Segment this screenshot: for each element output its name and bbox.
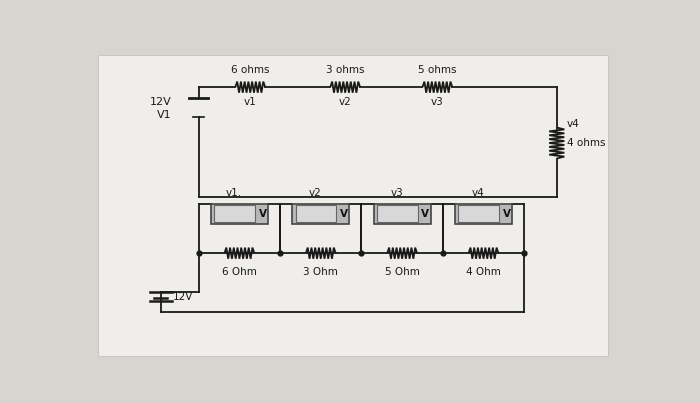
Text: v2: v2 bbox=[309, 188, 322, 198]
FancyBboxPatch shape bbox=[293, 204, 349, 224]
FancyBboxPatch shape bbox=[295, 206, 336, 222]
Text: 4 ohms: 4 ohms bbox=[566, 138, 605, 148]
Text: v3: v3 bbox=[431, 97, 444, 107]
Text: V: V bbox=[340, 209, 348, 218]
Text: v1: v1 bbox=[244, 97, 257, 107]
Text: 6 ohms: 6 ohms bbox=[231, 65, 270, 75]
Text: 3 ohms: 3 ohms bbox=[326, 65, 365, 75]
Text: V: V bbox=[258, 209, 267, 218]
Text: v4: v4 bbox=[472, 188, 484, 198]
Text: V: V bbox=[503, 209, 510, 218]
FancyBboxPatch shape bbox=[214, 206, 255, 222]
FancyBboxPatch shape bbox=[458, 206, 499, 222]
FancyBboxPatch shape bbox=[455, 204, 512, 224]
Text: 4 Ohm: 4 Ohm bbox=[466, 267, 501, 277]
Text: v1.: v1. bbox=[226, 188, 242, 198]
Text: 5 Ohm: 5 Ohm bbox=[385, 267, 419, 277]
FancyBboxPatch shape bbox=[98, 54, 608, 355]
FancyBboxPatch shape bbox=[211, 204, 268, 224]
Text: v3: v3 bbox=[391, 188, 403, 198]
Text: v4: v4 bbox=[566, 119, 580, 129]
Text: 3 Ohm: 3 Ohm bbox=[303, 267, 338, 277]
Text: 6 Ohm: 6 Ohm bbox=[222, 267, 257, 277]
Text: V1: V1 bbox=[157, 110, 172, 120]
FancyBboxPatch shape bbox=[377, 206, 418, 222]
Text: 12V: 12V bbox=[173, 292, 193, 301]
FancyBboxPatch shape bbox=[374, 204, 430, 224]
Text: V: V bbox=[421, 209, 429, 218]
Text: 5 ohms: 5 ohms bbox=[418, 65, 456, 75]
Text: 12V: 12V bbox=[150, 97, 171, 107]
Text: v2: v2 bbox=[339, 97, 351, 107]
